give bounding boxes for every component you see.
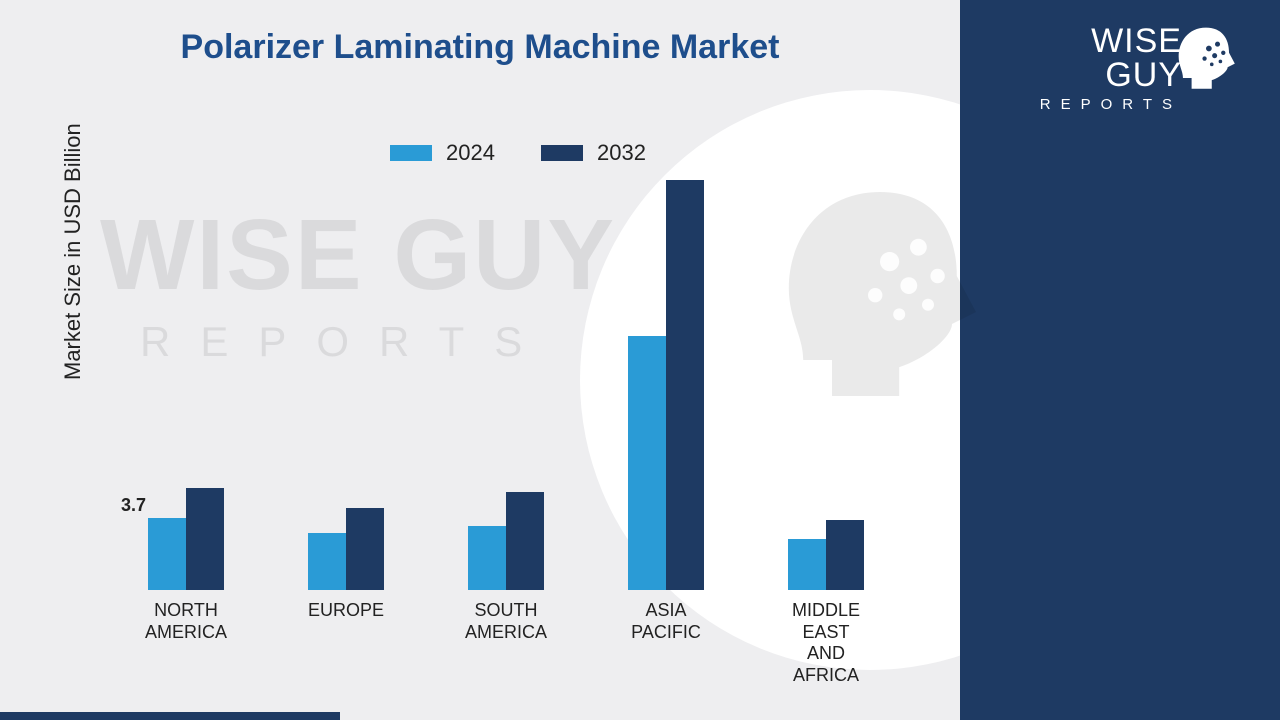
- bar: [788, 539, 826, 590]
- legend-swatch-2024: [390, 145, 432, 161]
- legend-item-2024: 2024: [390, 140, 495, 166]
- legend: 2024 2032: [118, 140, 918, 166]
- legend-label-2024: 2024: [446, 140, 495, 166]
- bar: [506, 492, 544, 590]
- x-axis-label: EUROPE: [276, 600, 416, 622]
- x-axis-label: SOUTHAMERICA: [436, 600, 576, 643]
- x-axis-label: ASIAPACIFIC: [596, 600, 736, 643]
- bar: [468, 526, 506, 591]
- bar: [628, 336, 666, 590]
- bar: [346, 508, 384, 590]
- chart-title: Polarizer Laminating Machine Market: [0, 28, 960, 67]
- legend-label-2032: 2032: [597, 140, 646, 166]
- x-axis-label: NORTHAMERICA: [116, 600, 256, 643]
- data-label: 3.7: [110, 495, 146, 516]
- bar: [826, 520, 864, 590]
- brand-logo: WISE GUY REPORTS: [1012, 24, 1252, 113]
- x-axis-label: MIDDLEEASTANDAFRICA: [756, 600, 896, 686]
- brand-logo-main: WISE GUY: [1012, 24, 1182, 92]
- bar: [666, 180, 704, 590]
- bar: [148, 518, 186, 590]
- canvas: WISE GUY REPORTS WISE GUY REPORTS Polari…: [0, 0, 1280, 720]
- bar: [308, 533, 346, 590]
- legend-item-2032: 2032: [541, 140, 646, 166]
- bar: [186, 488, 224, 590]
- plot-area: 2024 2032 3.7: [118, 160, 918, 590]
- bottom-accent: [0, 712, 340, 720]
- legend-swatch-2032: [541, 145, 583, 161]
- brand-logo-sub: REPORTS: [1012, 96, 1182, 113]
- y-axis-label: Market Size in USD Billion: [60, 123, 86, 380]
